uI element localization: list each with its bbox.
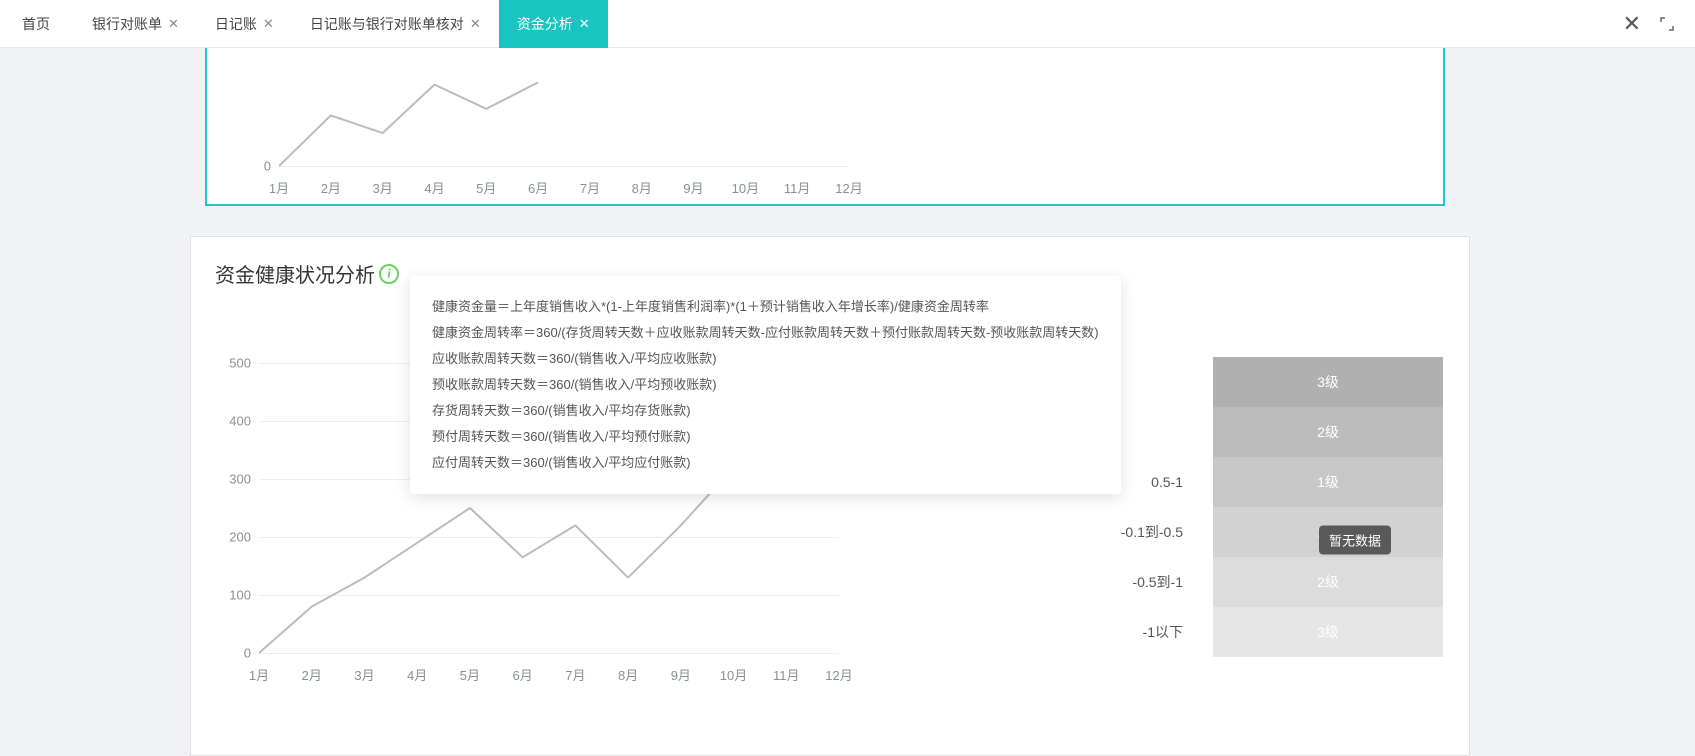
tab-label: 银行对账单 xyxy=(92,14,162,34)
tooltip-line: 健康资金量＝上年度销售收入*(1-上年度销售利润率)*(1＋预计销售收入年增长率… xyxy=(432,294,1099,320)
x-tick: 11月 xyxy=(773,665,800,684)
tooltip-line: 应收账款周转天数＝360/(销售收入/平均应收账款) xyxy=(432,346,1099,372)
range-level: 3级 xyxy=(1213,607,1443,657)
formula-tooltip: 健康资金量＝上年度销售收入*(1-上年度销售利润率)*(1＋预计销售收入年增长率… xyxy=(410,276,1121,494)
range-level: 3级 xyxy=(1213,357,1443,407)
range-level: 2级 xyxy=(1213,557,1443,607)
x-tick: 7月 xyxy=(580,178,600,197)
x-tick: 7月 xyxy=(565,665,585,684)
y-tick: 0 xyxy=(217,646,251,661)
x-tick: 10月 xyxy=(732,178,759,197)
close-all-icon[interactable]: ✕ xyxy=(1623,11,1641,37)
x-tick: 2月 xyxy=(302,665,322,684)
x-tick: 1月 xyxy=(249,665,269,684)
x-tick: 12月 xyxy=(825,665,852,684)
tab-label: 资金分析 xyxy=(517,14,573,34)
y-tick: 500 xyxy=(217,356,251,371)
tooltip-line: 应付周转天数＝360/(销售收入/平均应付账款) xyxy=(432,450,1099,476)
close-icon[interactable]: ✕ xyxy=(263,16,274,32)
tabs-right-controls: ✕ xyxy=(1623,11,1695,37)
close-icon[interactable]: ✕ xyxy=(579,16,590,32)
x-tick: 4月 xyxy=(407,665,427,684)
tooltip-line: 预收账款周转天数＝360/(销售收入/平均预收账款) xyxy=(432,372,1099,398)
tab-home[interactable]: 首页 xyxy=(12,0,74,48)
tab-fund-analysis[interactable]: 资金分析 ✕ xyxy=(499,0,608,48)
section-title-text: 资金健康状况分析 xyxy=(215,259,375,288)
y-tick: 200 xyxy=(217,530,251,545)
x-tick: 8月 xyxy=(618,665,638,684)
range-label: -0.5到-1 xyxy=(1053,557,1213,607)
tooltip-line: 预付周转天数＝360/(销售收入/平均预付账款) xyxy=(432,424,1099,450)
panel-top-chart: 0 1月 2月 3月 4月 5月 6月 7月 8月 9月 10月 11月 12月 xyxy=(205,48,1445,206)
tab-journal-vs-bank[interactable]: 日记账与银行对账单核对 ✕ xyxy=(292,0,499,48)
x-tick: 11月 xyxy=(784,178,811,197)
range-row: -0.5到-12级 xyxy=(1053,557,1443,607)
tabs-bar: 首页 银行对账单 ✕ 日记账 ✕ 日记账与银行对账单核对 ✕ 资金分析 ✕ ✕ xyxy=(0,0,1695,48)
x-tick: 6月 xyxy=(513,665,533,684)
y-tick: 100 xyxy=(217,588,251,603)
fullscreen-icon[interactable] xyxy=(1659,16,1675,32)
x-tick: 12月 xyxy=(835,178,862,197)
y-tick: 400 xyxy=(217,414,251,429)
x-tick: 5月 xyxy=(476,178,496,197)
close-icon[interactable]: ✕ xyxy=(168,16,179,32)
tab-label: 日记账 xyxy=(215,14,257,34)
x-tick: 4月 xyxy=(424,178,444,197)
range-row: -1以下3级 xyxy=(1053,607,1443,657)
tab-label: 首页 xyxy=(22,14,50,34)
no-data-tag: 暂无数据 xyxy=(1319,526,1391,555)
x-tick: 8月 xyxy=(632,178,652,197)
tooltip-line: 存货周转天数＝360/(销售收入/平均存货账款) xyxy=(432,398,1099,424)
chart-plot xyxy=(279,56,849,170)
x-tick: 5月 xyxy=(460,665,480,684)
tab-bank-statement[interactable]: 银行对账单 ✕ xyxy=(74,0,197,48)
x-tick: 2月 xyxy=(321,178,341,197)
x-tick: 1月 xyxy=(269,178,289,197)
range-label: -0.1到-0.5 xyxy=(1053,507,1213,557)
range-label: -1以下 xyxy=(1053,607,1213,657)
x-tick: 9月 xyxy=(683,178,703,197)
x-tick: 6月 xyxy=(528,178,548,197)
y-tick: 300 xyxy=(217,472,251,487)
content-area: 0 1月 2月 3月 4月 5月 6月 7月 8月 9月 10月 11月 12月 资金健康状况分析 0 1… xyxy=(0,48,1695,750)
x-tick: 10月 xyxy=(720,665,747,684)
tab-journal[interactable]: 日记账 ✕ xyxy=(197,0,292,48)
range-level: 1级 xyxy=(1213,457,1443,507)
info-icon[interactable] xyxy=(379,264,399,284)
close-icon[interactable]: ✕ xyxy=(470,16,481,32)
x-tick: 3月 xyxy=(373,178,393,197)
x-tick: 9月 xyxy=(671,665,691,684)
top-line-chart: 01月2月3月4月5月6月7月8月9月10月11月12月 xyxy=(237,56,849,188)
x-tick: 3月 xyxy=(354,665,374,684)
range-level: 2级 xyxy=(1213,407,1443,457)
y-tick: 0 xyxy=(237,159,271,174)
tooltip-line: 健康资金周转率＝360/(存货周转天数＋应收账款周转天数-应付账款周转天数＋预付… xyxy=(432,320,1099,346)
tab-label: 日记账与银行对账单核对 xyxy=(310,14,464,34)
